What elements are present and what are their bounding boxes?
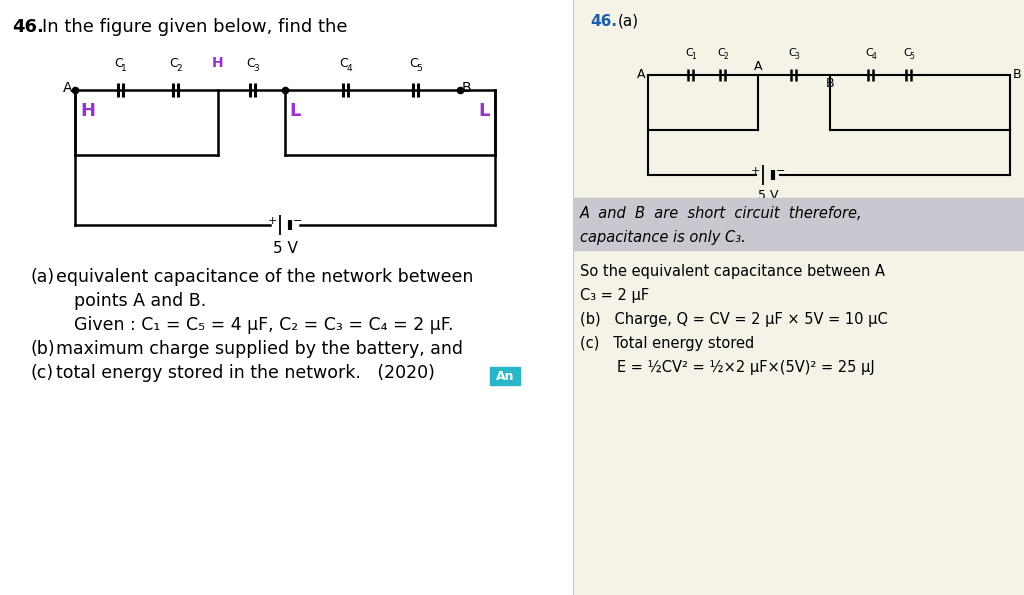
- Text: 46.: 46.: [590, 14, 617, 29]
- Text: 3: 3: [795, 52, 800, 61]
- Text: A: A: [754, 60, 762, 73]
- Text: B: B: [825, 77, 835, 90]
- Text: +: +: [267, 216, 276, 226]
- Text: H: H: [80, 102, 95, 120]
- Text: −: −: [776, 166, 785, 176]
- Text: A: A: [62, 81, 72, 95]
- Text: Given : C₁ = C₅ = 4 μF, C₂ = C₃ = C₄ = 2 μF.: Given : C₁ = C₅ = 4 μF, C₂ = C₃ = C₄ = 2…: [30, 316, 454, 334]
- Bar: [573, 0, 1024, 595]
- Text: B: B: [1013, 68, 1022, 82]
- Text: (c)   Total energy stored: (c) Total energy stored: [580, 336, 755, 351]
- Text: +: +: [751, 166, 760, 176]
- Text: C: C: [247, 57, 255, 70]
- Text: C: C: [903, 48, 911, 58]
- Text: 4: 4: [346, 64, 352, 73]
- Text: L: L: [478, 102, 490, 120]
- Text: 1: 1: [691, 52, 696, 61]
- Text: 3: 3: [253, 64, 259, 73]
- Text: An: An: [496, 369, 514, 383]
- Text: 5: 5: [416, 64, 422, 73]
- Text: 5: 5: [909, 52, 914, 61]
- Text: 4: 4: [871, 52, 877, 61]
- Text: 5 V: 5 V: [272, 241, 297, 256]
- Text: C: C: [410, 57, 419, 70]
- Text: A  and  B  are  short  circuit  therefore,: A and B are short circuit therefore,: [580, 206, 862, 221]
- Text: −: −: [293, 216, 303, 226]
- Text: In the figure given below, find the: In the figure given below, find the: [42, 18, 347, 36]
- Text: equivalent capacitance of the network between: equivalent capacitance of the network be…: [56, 268, 473, 286]
- Text: points A and B.: points A and B.: [30, 292, 206, 310]
- Text: E = ½CV² = ½×2 μF×(5V)² = 25 μJ: E = ½CV² = ½×2 μF×(5V)² = 25 μJ: [580, 360, 874, 375]
- Text: 46.: 46.: [12, 18, 44, 36]
- Text: 1: 1: [121, 64, 127, 73]
- Text: C: C: [170, 57, 178, 70]
- Text: 2: 2: [724, 52, 728, 61]
- Text: 5 V: 5 V: [758, 189, 778, 202]
- Bar: [574, 198, 1024, 250]
- Text: C: C: [788, 48, 796, 58]
- Text: L: L: [289, 102, 300, 120]
- Text: A: A: [637, 68, 645, 82]
- Text: 2: 2: [176, 64, 182, 73]
- Text: maximum charge supplied by the battery, and: maximum charge supplied by the battery, …: [56, 340, 463, 358]
- Text: C: C: [685, 48, 693, 58]
- Text: H: H: [212, 56, 224, 70]
- Text: C: C: [865, 48, 872, 58]
- Text: capacitance is only C₃.: capacitance is only C₃.: [580, 230, 745, 245]
- Text: So the equivalent capacitance between A: So the equivalent capacitance between A: [580, 264, 885, 279]
- Bar: [490, 367, 520, 385]
- Text: (c): (c): [30, 364, 53, 382]
- Bar: [0, 0, 573, 595]
- Text: (b)   Charge, Q = CV = 2 μF × 5V = 10 μC: (b) Charge, Q = CV = 2 μF × 5V = 10 μC: [580, 312, 888, 327]
- Text: total energy stored in the network.   (2020): total energy stored in the network. (202…: [56, 364, 435, 382]
- Text: C: C: [340, 57, 348, 70]
- Text: C: C: [115, 57, 123, 70]
- Text: (a): (a): [30, 268, 54, 286]
- Text: B: B: [462, 81, 472, 95]
- Text: C: C: [717, 48, 725, 58]
- Text: (a): (a): [618, 14, 639, 29]
- Text: C₃ = 2 μF: C₃ = 2 μF: [580, 288, 649, 303]
- Text: (b): (b): [30, 340, 54, 358]
